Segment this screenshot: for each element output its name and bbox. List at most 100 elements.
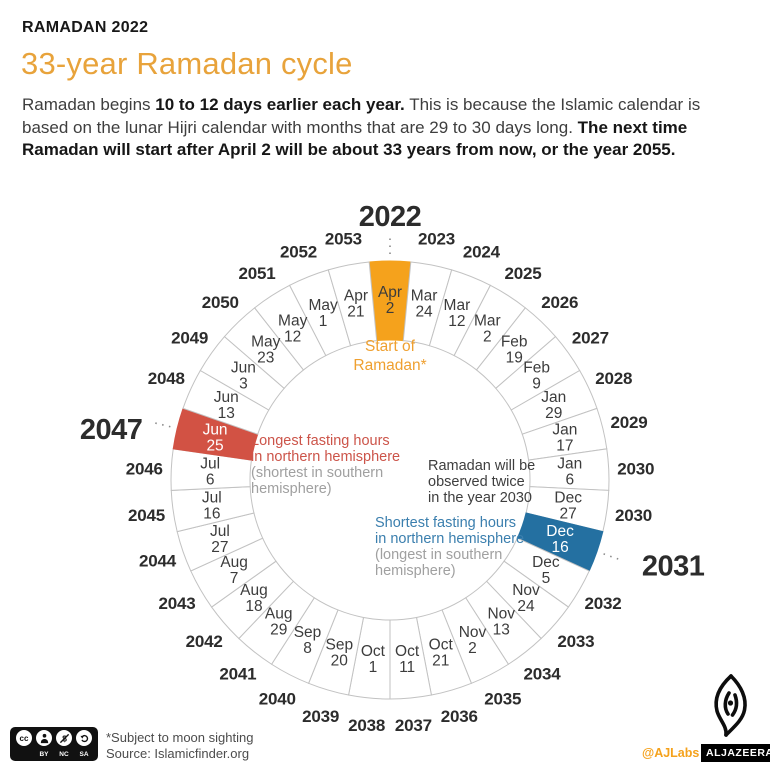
segment-date-label: Jun 25 [203, 422, 228, 455]
segment-date-label: Aug 29 [265, 605, 293, 638]
non-commercial-icon: $ [56, 730, 72, 746]
segment-date-label: Sep 8 [294, 624, 322, 657]
segment-date-label: Nov 24 [512, 582, 540, 615]
annotation-line: Ramadan* [353, 356, 427, 374]
longest-fasting-annotation: Longest fasting hours in northern hemisp… [251, 433, 401, 498]
intro-text-part: Ramadan begins [22, 95, 156, 114]
segment-date-label: Aug 7 [220, 554, 248, 587]
year-label-2022: 2022 [359, 201, 422, 233]
segment-date-label: Jul 27 [210, 523, 230, 556]
moon-sighting-note: *Subject to moon sighting [106, 730, 254, 745]
year-label-2046: 2046 [126, 459, 163, 478]
year-label-2041: 2041 [219, 664, 256, 683]
segment-date-label: Mar 12 [444, 297, 471, 330]
annotation-line: Shortest fasting hours [375, 515, 517, 531]
year-label-2034: 2034 [524, 664, 562, 683]
year-label-2042: 2042 [186, 632, 223, 651]
year-label-2023: 2023 [418, 229, 455, 248]
segment-date-label: Nov 13 [487, 605, 515, 638]
segment-date-label: Dec 16 [546, 523, 574, 556]
kicker: RAMADAN 2022 [22, 19, 149, 36]
cc-label: SA [79, 751, 89, 758]
year-label-2027: 2027 [572, 328, 609, 347]
segment-date-label: Sep 20 [325, 637, 353, 670]
year-label-2029: 2029 [611, 413, 648, 432]
cc-icon: cc [16, 730, 32, 746]
cc-col: $ NC [56, 730, 72, 759]
segment-date-label: May 12 [278, 313, 308, 346]
cc-label: NC [59, 751, 69, 758]
segment-date-label: Mar 2 [474, 313, 501, 346]
segment-date-label: Oct 11 [395, 643, 420, 676]
year-label-2037: 2037 [395, 716, 432, 735]
year-label-2026: 2026 [541, 293, 578, 312]
cc-label: BY [39, 751, 49, 758]
year-label-2035: 2035 [484, 690, 521, 709]
al-jazeera-logo-icon [714, 674, 747, 737]
segment-date-label: Dec 27 [554, 490, 582, 523]
year-label-2051: 2051 [238, 264, 275, 283]
segment-date-label: Dec 5 [532, 554, 560, 587]
annotation-line: in the year 2030 [428, 489, 532, 506]
segment-date-label: Nov 2 [459, 624, 487, 657]
page-title: 33-year Ramadan cycle [21, 46, 353, 81]
attribution-icon [36, 730, 52, 746]
cc-col: BY [36, 730, 52, 759]
segment-date-label: May 23 [251, 334, 281, 367]
year-label-2040: 2040 [259, 690, 296, 709]
ajlabs-credit: @AJLabs [642, 746, 700, 760]
segment-date-label: Jun 3 [231, 360, 256, 393]
annotation-line: in northern hemisphere [251, 448, 401, 465]
observed-twice-annotation: Ramadan will be observed twice in the ye… [428, 458, 536, 507]
year-leader-dots [150, 421, 171, 428]
intro-text-part: 10 to 12 days earlier each year. [155, 95, 405, 114]
segment-date-label: Oct 1 [361, 643, 386, 676]
intro-text-part: The next time Ramadan will start after A… [22, 117, 688, 160]
source-credit: Source: Islamicfinder.org [106, 746, 250, 762]
segment-date-label: Aug 18 [240, 582, 268, 615]
year-label-2047: 2047 [80, 414, 143, 446]
annotation-line: in northern hemisphere [375, 530, 525, 547]
annotation-line: observed twice [428, 473, 525, 490]
creative-commons-badge: cc BY $ NC SA [10, 727, 98, 761]
year-label-2030: 2030 [615, 506, 652, 525]
year-label-2043: 2043 [158, 594, 195, 613]
segment-date-label: Jan 29 [541, 389, 566, 422]
year-label-2031: 2031 [642, 551, 705, 583]
year-label-2038: 2038 [348, 716, 385, 735]
segment-date-label: Feb 9 [523, 360, 550, 393]
segment-date-label: Jan 17 [552, 422, 577, 455]
year-label-2030: 2030 [617, 459, 654, 478]
footnote-block: *Subject to moon sighting Source: Islami… [106, 730, 253, 763]
year-label-2044: 2044 [139, 551, 177, 570]
segment-date-label: Oct 21 [429, 637, 454, 670]
al-jazeera-wordmark: ALJAZEERA [701, 744, 770, 762]
year-label-2036: 2036 [441, 707, 478, 726]
annotation-subline: hemisphere) [251, 480, 332, 497]
segment-date-label: Mar 24 [411, 287, 438, 320]
cc-col: SA [76, 730, 92, 759]
year-label-2050: 2050 [202, 293, 239, 312]
share-alike-icon [76, 730, 92, 746]
segment-date-label: Apr 2 [378, 284, 402, 317]
year-label-2045: 2045 [128, 506, 165, 525]
year-label-2024: 2024 [463, 243, 501, 262]
segment-date-label: Jan 6 [557, 455, 582, 488]
year-label-2033: 2033 [557, 632, 594, 651]
year-label-2053: 2053 [325, 229, 362, 248]
annotation-line: Ramadan will be [428, 458, 536, 474]
segment-date-label: Jul 16 [202, 490, 222, 523]
shortest-fasting-annotation: Shortest fasting hours in northern hemis… [375, 515, 525, 580]
ring-segment-2053 [327, 261, 378, 347]
year-leader-dots [603, 553, 623, 562]
segment-date-label: Apr 21 [344, 287, 368, 320]
annotation-line: Longest fasting hours [251, 433, 390, 449]
segment-date-label: May 1 [308, 297, 338, 330]
segment-date-label: Jul 6 [200, 455, 220, 488]
annotation-subline: hemisphere) [375, 562, 456, 579]
annotation-subline: (shortest in southern [251, 464, 384, 481]
segment-date-label: Feb 19 [501, 334, 528, 367]
year-label-2049: 2049 [171, 328, 208, 347]
